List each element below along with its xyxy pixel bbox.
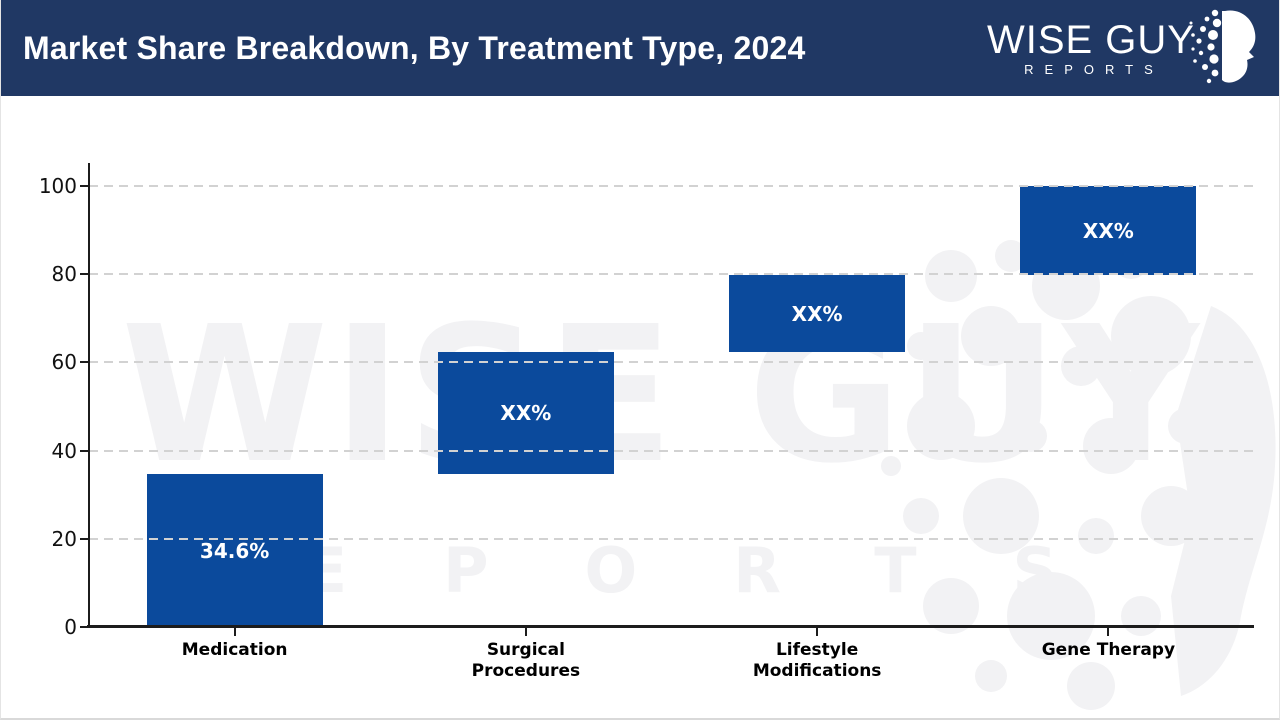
y-axis-line <box>88 163 90 627</box>
gridline-40 <box>89 449 1254 452</box>
y-tick-label: 40 <box>51 438 77 463</box>
y-tick-40 <box>80 449 88 452</box>
watermark-text-wiseguy: WISE GUY <box>121 286 1203 505</box>
x-category-label: Medication <box>181 640 288 660</box>
y-tick-0 <box>80 626 88 628</box>
y-tick-60 <box>80 361 88 364</box>
y-tick-label: 20 <box>51 526 77 551</box>
y-tick-label: 60 <box>51 350 77 375</box>
y-tick-label: 0 <box>64 615 77 639</box>
bar-value-label: XX% <box>1082 218 1134 243</box>
logo-head-icon <box>1189 9 1256 84</box>
bar-value-label: XX% <box>791 301 843 326</box>
chart-area: WISE GUY REPORTS 34.6% XX% XX% XX% 0 20 40 60 80… <box>1 96 1279 718</box>
x-tick-0 <box>233 628 236 636</box>
x-tick-2 <box>816 628 819 636</box>
bar-3 <box>1020 186 1197 276</box>
x-axis-line <box>87 625 1254 628</box>
y-tick-20 <box>80 537 88 540</box>
y-tick-label: 100 <box>38 174 77 198</box>
page-title: Market Share Breakdown, By Treatment Typ… <box>23 29 806 66</box>
header: Market Share Breakdown, By Treatment Typ… <box>1 0 1279 96</box>
x-tick-1 <box>524 628 527 636</box>
y-tick-label: 80 <box>51 262 77 287</box>
logo-reports-text: REPORTS <box>1024 61 1164 77</box>
x-category-label: Surgical Procedures <box>471 640 581 681</box>
x-category-label: Lifestyle Modifications <box>752 640 882 681</box>
bar-value-label: 34.6% <box>199 538 270 563</box>
bar-1 <box>437 352 614 475</box>
gridline-80 <box>89 273 1254 276</box>
gridline-20 <box>89 537 1254 540</box>
bar-0 <box>146 474 323 627</box>
brand-logo-text: WISE GUY REPORTS <box>987 20 1195 77</box>
brand-logo: WISE GUY REPORTS <box>987 5 1267 91</box>
bar-value-label: XX% <box>500 401 552 426</box>
logo-wiseguy-text: WISE GUY <box>986 17 1195 62</box>
gridline-100 <box>89 185 1254 187</box>
y-tick-80 <box>80 273 88 276</box>
x-category-label: Gene Therapy <box>1041 640 1176 660</box>
x-tick-3 <box>1107 628 1110 636</box>
gridline-60 <box>89 361 1254 364</box>
y-tick-100 <box>80 185 88 187</box>
bar-2 <box>729 275 906 353</box>
